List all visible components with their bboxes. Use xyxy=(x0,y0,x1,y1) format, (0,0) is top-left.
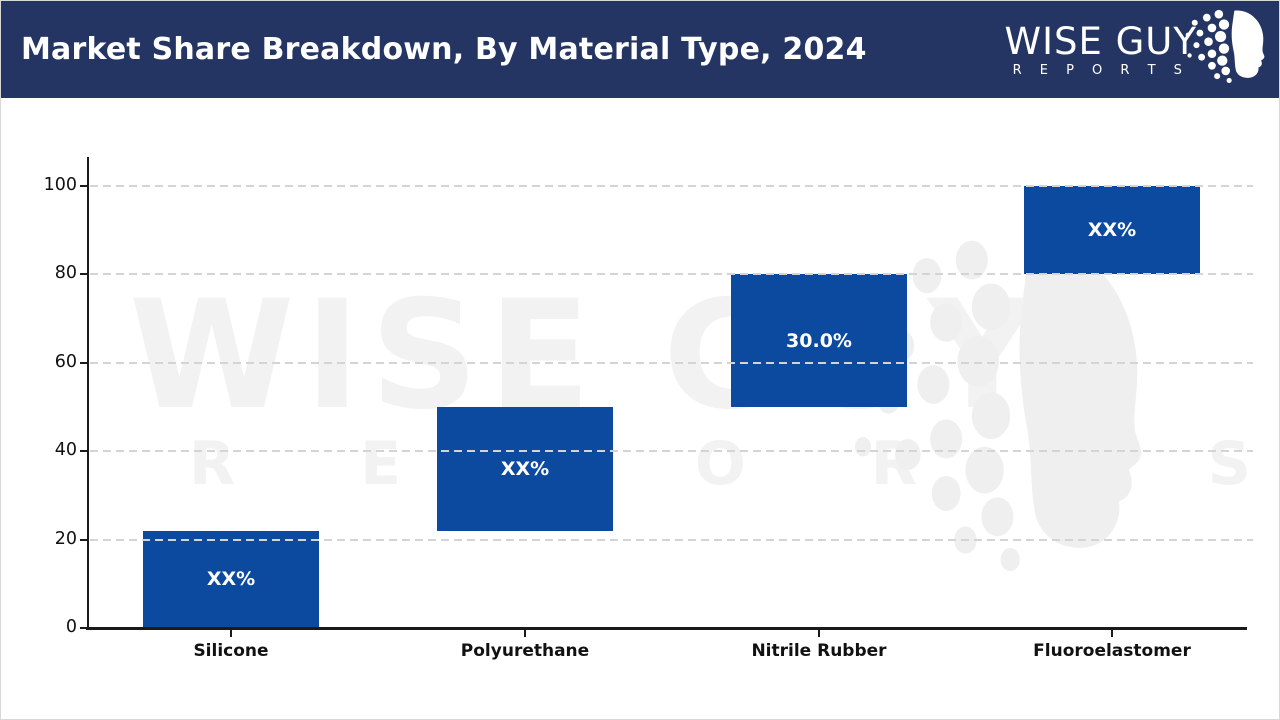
x-tick-label: Silicone xyxy=(193,641,269,661)
bar-value-label: XX% xyxy=(500,457,550,480)
bar-fluoroelastomer: XX% xyxy=(1024,186,1200,275)
x-axis xyxy=(86,627,1247,630)
y-tick xyxy=(80,538,89,541)
bar-value-label: 30.0% xyxy=(786,329,852,352)
header-band: Market Share Breakdown, By Material Type… xyxy=(1,1,1279,98)
x-tick-label: Nitrile Rubber xyxy=(751,641,887,661)
y-tick-label: 20 xyxy=(54,528,77,549)
x-tick xyxy=(818,628,820,637)
logo-text: WISE GUY R E P O R T S xyxy=(1004,20,1197,79)
y-tick-label: 100 xyxy=(43,175,77,195)
y-tick xyxy=(80,185,89,187)
bar-silicone: XX% xyxy=(143,530,319,628)
bar-value-label: XX% xyxy=(206,568,256,591)
wiseguy-head-icon xyxy=(1181,7,1267,89)
y-tick xyxy=(80,273,89,276)
y-tick xyxy=(80,361,89,364)
bar-value-label: XX% xyxy=(1087,219,1137,242)
y-tick-label: 80 xyxy=(54,263,77,284)
gridline-y80 xyxy=(90,273,1253,276)
y-tick-label: 40 xyxy=(54,440,77,461)
x-tick-label: Polyurethane xyxy=(460,641,590,661)
x-tick xyxy=(230,628,232,637)
gridline-y20 xyxy=(90,538,1253,541)
bar-polyurethane: XX% xyxy=(437,407,613,531)
chart-title: Market Share Breakdown, By Material Type… xyxy=(21,32,867,67)
x-tick-label: Fluoroelastomer xyxy=(1033,641,1191,661)
bar-nitrile-rubber: 30.0% xyxy=(731,274,907,407)
gridline-y60 xyxy=(90,361,1253,364)
x-tick xyxy=(524,628,526,637)
logo-reports-line: R E P O R T S xyxy=(1012,63,1189,78)
wiseguy-logo: WISE GUY R E P O R T S xyxy=(1005,9,1267,91)
gridline-y40 xyxy=(90,450,1253,453)
logo-wordmark: WISE GUY xyxy=(1004,20,1197,63)
y-tick-label: 0 xyxy=(65,617,77,637)
y-tick xyxy=(80,450,89,453)
y-tick xyxy=(80,627,89,629)
x-tick xyxy=(1111,628,1113,637)
y-tick-label: 60 xyxy=(54,351,77,372)
gridline-y100 xyxy=(90,185,1253,187)
y-axis xyxy=(87,157,89,630)
